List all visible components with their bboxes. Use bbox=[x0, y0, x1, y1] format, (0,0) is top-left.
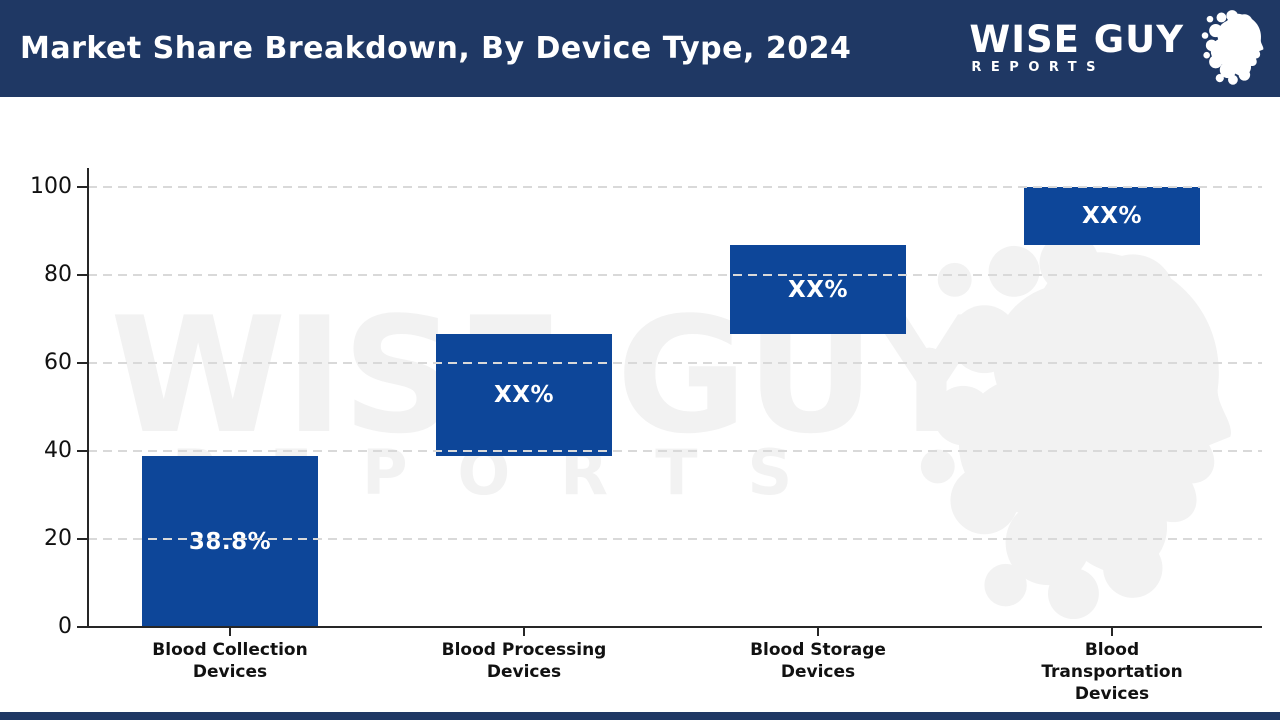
y-axis-tick bbox=[77, 186, 88, 188]
x-axis-tick bbox=[229, 628, 231, 636]
x-axis-tick bbox=[523, 628, 525, 636]
y-axis-tick bbox=[77, 626, 88, 628]
gridline bbox=[88, 362, 1262, 364]
footer-band bbox=[0, 712, 1280, 720]
y-axis-tick-label: 100 bbox=[30, 174, 72, 199]
gridline bbox=[88, 450, 1262, 452]
gridline bbox=[88, 274, 1262, 276]
bar: XX% bbox=[730, 245, 906, 334]
bar-value-label: XX% bbox=[1081, 203, 1142, 230]
y-axis-tick-label: 20 bbox=[44, 526, 72, 551]
brand-logo: WISE GUY REPORTS bbox=[969, 6, 1270, 88]
y-axis-tick bbox=[77, 362, 88, 364]
brand-logo-text: WISE GUY REPORTS bbox=[969, 21, 1184, 74]
brand-name: WISE GUY bbox=[969, 17, 1184, 61]
chart-title: Market Share Breakdown, By Device Type, … bbox=[20, 31, 852, 66]
y-axis-tick bbox=[77, 274, 88, 276]
bar: XX% bbox=[1024, 187, 1200, 246]
header-band: Market Share Breakdown, By Device Type, … bbox=[0, 0, 1280, 97]
x-category-label: Blood Storage Devices bbox=[750, 640, 886, 683]
y-axis-line bbox=[87, 168, 89, 628]
bar-value-label: XX% bbox=[493, 382, 554, 409]
gridline bbox=[88, 538, 1262, 540]
x-category-label: Blood Processing Devices bbox=[441, 640, 607, 683]
x-axis-tick bbox=[1111, 628, 1113, 636]
bar-value-label: XX% bbox=[787, 276, 848, 303]
y-axis-tick-label: 40 bbox=[44, 438, 72, 463]
gridline bbox=[88, 186, 1262, 188]
x-axis-tick bbox=[817, 628, 819, 636]
y-axis-tick bbox=[77, 538, 88, 540]
y-axis-tick-label: 80 bbox=[44, 262, 72, 287]
x-category-label: Blood Collection Devices bbox=[152, 640, 308, 683]
y-axis-tick-label: 0 bbox=[58, 614, 72, 639]
y-axis-tick-label: 60 bbox=[44, 350, 72, 375]
wise-guy-head-icon bbox=[1186, 6, 1270, 88]
bar: 38.8% bbox=[142, 456, 318, 627]
x-axis-line bbox=[87, 626, 1262, 628]
bar: XX% bbox=[436, 333, 612, 457]
y-axis-tick bbox=[77, 450, 88, 452]
x-category-label: Blood Transportation Devices bbox=[1041, 640, 1183, 705]
brand-subtitle: REPORTS bbox=[971, 59, 1106, 75]
bar-value-label: 38.8% bbox=[188, 528, 272, 555]
